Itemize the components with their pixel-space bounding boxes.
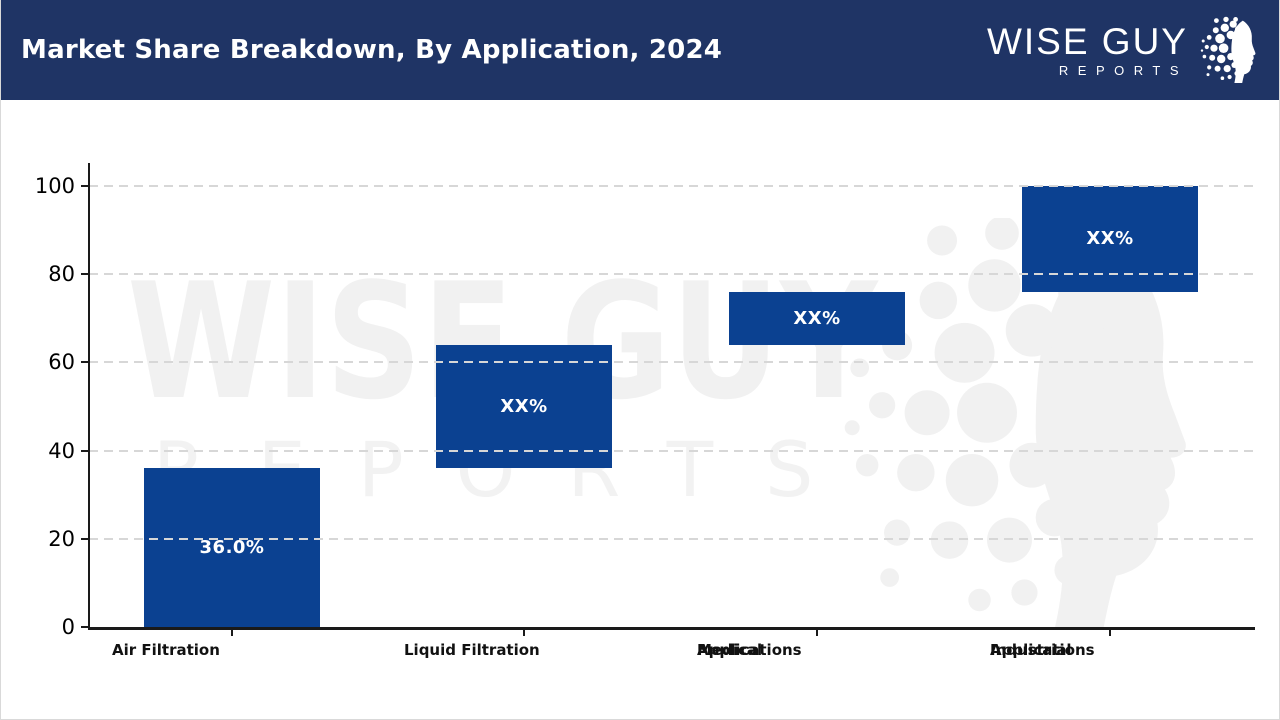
- y-tick: [81, 449, 89, 452]
- x-tick-label-line: Applications: [990, 641, 1095, 659]
- bar-value-label: XX%: [500, 395, 548, 417]
- bar-segment: [729, 291, 905, 345]
- x-tick: [816, 629, 818, 636]
- gridline: [89, 361, 1254, 364]
- brand-logo: WISE GUY REPORTS: [987, 10, 1256, 90]
- x-tick-label-line: Industrial: [990, 641, 1072, 659]
- bar-segment: [436, 344, 612, 469]
- brand-logo-text: WISE GUY REPORTS: [986, 20, 1188, 78]
- y-tick: [81, 273, 89, 276]
- gridline: [89, 449, 1254, 452]
- y-tick-label: 60: [48, 350, 75, 375]
- x-tick-label-line: Air Filtration: [112, 641, 220, 659]
- logo-subtitle: REPORTS: [1058, 62, 1188, 78]
- bar-value-label: XX%: [1086, 228, 1134, 250]
- gridline: [89, 537, 1254, 540]
- x-tick: [523, 629, 525, 636]
- bar-value-label: XX%: [793, 307, 841, 329]
- x-tick: [231, 629, 233, 636]
- x-axis: [88, 627, 1255, 630]
- y-tick-label: 100: [34, 174, 75, 198]
- y-tick-label: 0: [61, 615, 75, 639]
- x-tick-label-line: Liquid Filtration: [404, 641, 540, 659]
- logo-head-icon: [1200, 16, 1256, 84]
- y-tick: [81, 361, 89, 364]
- x-tick-label-line: Applications: [697, 641, 802, 659]
- gridline: [89, 273, 1254, 276]
- y-axis: [88, 163, 90, 629]
- bar-value-label: 36.0%: [199, 537, 265, 559]
- y-tick-label: 20: [48, 526, 75, 551]
- x-tick-label-line: Medical: [697, 641, 763, 659]
- bar-segment: [144, 468, 320, 627]
- header: Market Share Breakdown, By Application, …: [1, 0, 1279, 100]
- y-tick: [81, 626, 89, 628]
- y-tick-label: 80: [48, 262, 75, 287]
- logo-wordmark: WISE GUY: [986, 20, 1188, 62]
- y-tick-label: 40: [48, 438, 75, 463]
- y-tick: [81, 185, 89, 187]
- page-title: Market Share Breakdown, By Application, …: [21, 35, 723, 65]
- chart-area: WISE GUY REPORTS 36.0% XX% XX% XX% 0 20 40 60 80…: [1, 100, 1279, 719]
- x-tick: [1109, 629, 1111, 636]
- y-tick: [81, 537, 89, 540]
- gridline: [89, 185, 1254, 187]
